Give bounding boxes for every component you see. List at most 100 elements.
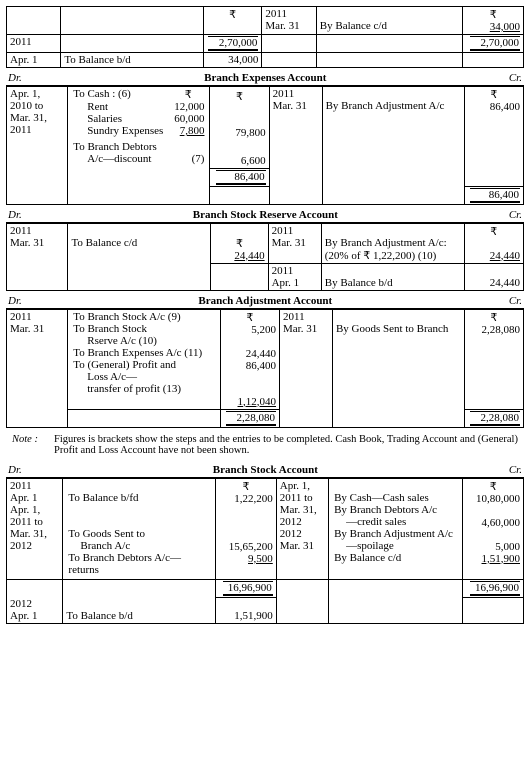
amount-cell: 1,51,900 (482, 553, 521, 565)
amount-total: 2,28,080 (226, 411, 276, 426)
cr-label: Cr. (509, 209, 522, 221)
date-cell: 2011 (10, 225, 32, 237)
note-text: Figures is brackets show the steps and t… (54, 434, 518, 456)
desc-cell: To Balance b/d (66, 610, 132, 622)
desc-cell: —credit sales (344, 516, 459, 528)
desc-cell: —spoilage (344, 540, 459, 552)
account-title: Branch Stock Account (213, 464, 318, 476)
amount-total: 86,400 (470, 188, 520, 203)
desc-cell: By Balance c/d (320, 20, 387, 32)
top-fragment-table: ₹ 2011Mar. 31 By Balance c/d ₹34,000 201… (6, 6, 524, 68)
desc-cell: By Branch Adjustment A/c (332, 528, 459, 540)
amount-cell: 4,60,000 (482, 517, 521, 529)
desc-cell: To Branch Debtors A/c—returns (66, 552, 212, 576)
amount-cell: 15,65,200 (229, 541, 273, 553)
date-cell: 2011 (272, 265, 294, 277)
desc-cell: To Branch Stock A/c (9) (71, 311, 217, 323)
desc-cell: Salaries (85, 113, 170, 125)
amount-cell: 24,440 (246, 348, 276, 360)
desc-cell: Sundry Expenses (85, 125, 170, 137)
date-cell: Apr. 1 (10, 492, 38, 504)
desc-cell: By Balance c/d (332, 552, 459, 564)
amount-cell: 12,000 (170, 101, 206, 113)
account-title: Branch Adjustment Account (198, 295, 332, 307)
amount-cell: 1,51,900 (216, 597, 277, 624)
note-block: Note : Figures is brackets show the step… (6, 430, 524, 462)
account-title: Branch Expenses Account (204, 72, 326, 84)
dr-label: Dr. (8, 295, 22, 307)
ref-cell: (7) (182, 153, 206, 165)
date-cell: Mar. 31 (265, 20, 299, 32)
currency-header: ₹ (466, 480, 520, 493)
date-cell: 2011 (10, 480, 32, 492)
adjustment-table: 2011Mar. 31 To Branch Stock A/c (9) To B… (6, 309, 524, 428)
currency-header: ₹ (214, 237, 264, 250)
date-cell: 2011 (272, 225, 294, 237)
desc-cell: To Balance b/fd (68, 492, 138, 504)
desc-cell: Rent (85, 101, 170, 113)
date-cell: Mar. 31 (283, 323, 317, 335)
date-cell: 2011 (283, 311, 305, 323)
date-cell: Apr. 1, 2010 to Mar. 31, 2011 (7, 87, 68, 205)
amount-cell: 1,12,040 (238, 396, 277, 408)
amount-cell: 34,000 (203, 53, 261, 68)
amount-cell: 60,000 (170, 113, 206, 125)
desc-cell: By Goods Sent to Branch (336, 323, 448, 335)
amount-total: 2,70,000 (470, 36, 520, 51)
date-cell: Mar. 31 (280, 540, 314, 552)
amount-total: 86,400 (216, 170, 266, 185)
amount-cell: 86,400 (246, 360, 276, 372)
date-cell: Mar. 31 (10, 237, 44, 249)
date-cell: Mar. 31 (273, 100, 307, 112)
amount-cell: 10,80,000 (476, 493, 520, 505)
date-cell: Apr. 1 (272, 277, 300, 289)
currency-header: ₹ (468, 225, 520, 238)
dr-label: Dr. (8, 209, 22, 221)
desc-cell: To Cash : (6) (71, 88, 170, 101)
date-cell: Mar. 31 (10, 323, 44, 335)
amount-cell: 34,000 (490, 21, 520, 33)
desc-cell: To Branch Debtors (71, 141, 206, 153)
date-cell: Mar. 31, (10, 528, 47, 540)
currency-header: ₹ (203, 7, 261, 35)
dr-label: Dr. (8, 464, 22, 476)
expenses-table: Apr. 1, 2010 to Mar. 31, 2011 To Cash : … (6, 86, 524, 205)
currency-header: ₹ (468, 311, 520, 324)
date-cell: 2011 (7, 35, 61, 53)
date-cell: 2011 (265, 8, 287, 20)
currency-header: ₹ (219, 480, 273, 493)
date-cell: Apr. 1, (280, 480, 310, 492)
desc-cell: By Branch Debtors A/c (332, 504, 459, 516)
desc-cell: To Balance b/d (61, 53, 204, 68)
amount-total: 16,96,900 (470, 581, 520, 596)
desc-cell: To (General) Profit and (71, 359, 217, 371)
desc-cell: To Branch Stock (71, 323, 217, 335)
amount-cell: 9,500 (248, 553, 273, 565)
desc-cell: By Cash—Cash sales (334, 492, 429, 504)
cr-label: Cr. (509, 464, 522, 476)
desc-cell: To Branch Expenses A/c (11) (71, 347, 217, 359)
note-label: Note : (12, 434, 54, 456)
amount-cell: 2,28,080 (482, 324, 521, 336)
date-cell: 2012 (10, 540, 32, 552)
amount-cell: 86,400 (490, 101, 520, 113)
amount-total: 2,70,000 (208, 36, 258, 51)
amount-cell: 6,600 (210, 140, 269, 168)
date-cell: 2011 (10, 311, 32, 323)
currency-header: ₹ (468, 88, 520, 101)
desc-cell: transfer of profit (13) (85, 383, 217, 395)
currency-header: ₹ (466, 8, 520, 21)
date-cell: Mar. 31 (272, 237, 306, 249)
date-cell: 2012 (10, 598, 32, 610)
amount-cell: 5,200 (251, 324, 276, 336)
date-cell: Mar. 31, (280, 504, 317, 516)
amount-total: 16,96,900 (223, 581, 273, 596)
desc-cell: Loss A/c— (85, 371, 217, 383)
date-cell: 2011 to (10, 516, 43, 528)
amount-cell: 79,800 (235, 127, 265, 139)
date-cell: 2012 (280, 528, 302, 540)
currency-header: ₹ (170, 88, 206, 101)
currency-header: ₹ (224, 311, 276, 324)
amount-cell: 5,000 (495, 541, 520, 553)
date-cell: 2011 (273, 88, 295, 100)
